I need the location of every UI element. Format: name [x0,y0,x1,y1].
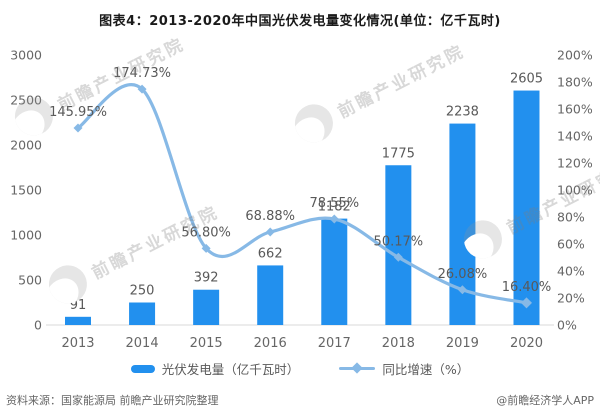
chart-title: 图表4：2013-2020年中国光伏发电量变化情况(单位：亿千瓦时) [99,14,501,29]
x-axis-label-2020: 2020 [510,336,543,351]
x-axis-label-2016: 2016 [254,336,287,351]
line-marker-2020 [520,297,532,309]
right-axis-tick: 200% [557,48,593,63]
growth-value-label: 50.17% [374,234,424,249]
legend-item-generation: 光伏发电量（亿千瓦时） [130,359,300,378]
legend: 光伏发电量（亿千瓦时） 同比增速（%） [0,359,600,378]
growth-value-label: 78.55% [309,196,359,211]
left-axis-tick: 1500 [10,183,42,198]
bar-value-label: 1182 [318,200,351,215]
right-axis-tick: 20% [557,291,585,306]
right-axis-tick: 100% [557,183,593,198]
bar-2015 [193,289,220,325]
bar-value-label: 392 [194,271,219,286]
bar-value-label: 91 [70,298,87,313]
legend-label: 光伏发电量（亿千瓦时） [161,362,300,377]
right-axis-tick: 160% [557,102,593,117]
right-axis-tick: 80% [557,210,585,225]
growth-value-label: 26.08% [438,267,488,282]
x-axis-label-2013: 2013 [61,336,94,351]
bar-2019 [449,123,476,325]
bar-2017 [321,218,348,325]
app-credit: @前瞻经济学人APP [496,394,594,407]
growth-value-label: 68.88% [245,209,295,224]
line-marker-2016 [265,227,275,237]
line-series-swatch [339,362,376,374]
legend-item-growth: 同比增速（%） [339,359,469,378]
right-axis-tick: 0% [557,318,577,333]
right-axis-tick: 40% [557,264,585,279]
right-axis-tick: 60% [557,237,585,252]
line-marker-2013 [73,123,83,133]
data-source-note: 资料来源：国家能源局 前瞻产业研究院整理 [6,394,219,407]
bar-2016 [257,265,284,325]
x-axis-label-2014: 2014 [126,336,159,351]
bar-value-label: 1775 [382,146,415,161]
line-marker-2014 [137,84,147,94]
footer: 资料来源：国家能源局 前瞻产业研究院整理 @前瞻经济学人APP [6,392,594,408]
left-axis-tick: 500 [18,273,42,288]
line-marker-2019 [457,285,467,295]
growth-value-label: 145.95% [49,105,107,120]
left-axis-tick: 0 [34,318,42,333]
left-axis-tick: 1000 [10,228,42,243]
x-axis-label-2017: 2017 [318,336,351,351]
right-axis-tick: 140% [557,129,593,144]
bar-2020 [513,90,540,325]
right-axis-tick: 180% [557,75,593,90]
bar-value-label: 2238 [446,105,479,120]
legend-label: 同比增速（%） [382,362,470,377]
right-axis-tick: 120% [557,156,593,171]
left-axis-tick: 3000 [10,48,42,63]
growth-value-label: 174.73% [113,66,171,81]
line-marker-2017 [329,214,339,224]
bar-value-label: 662 [258,246,283,261]
line-marker-2018 [393,252,403,262]
bar-value-label: 2605 [510,72,543,87]
bar-2014 [129,302,156,325]
bar-2013 [65,316,91,325]
growth-value-label: 16.40% [502,280,552,295]
bar-2018 [385,165,412,325]
x-axis-label-2018: 2018 [382,336,415,351]
left-axis-tick: 2500 [10,93,42,108]
bar-series-swatch [130,364,155,373]
growth-value-label: 56.80% [181,225,231,240]
x-axis-label-2015: 2015 [190,336,223,351]
left-axis-tick: 2000 [10,138,42,153]
bar-value-label: 250 [130,284,155,299]
diamond-marker-icon [351,362,363,374]
x-axis-label-2019: 2019 [446,336,479,351]
line-marker-2015 [201,243,211,253]
